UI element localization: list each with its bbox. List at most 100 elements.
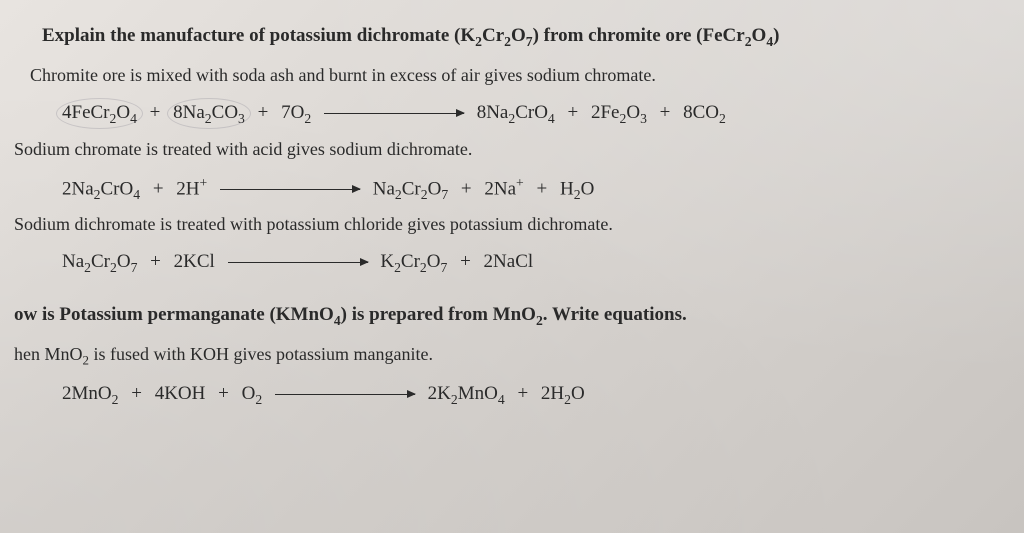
q1-eq2: 2Na2CrO4 + 2H+ Na2Cr2O7 + 2Na+ + H2O bbox=[14, 173, 1010, 206]
sub: 2 bbox=[395, 187, 402, 202]
sup: + bbox=[200, 175, 208, 190]
q1-step3-text: Sodium dichromate is treated with potass… bbox=[14, 211, 1010, 238]
q1-eq1: 4FeCr2O4 + 8Na2CO3 + 7O2 8Na2CrO4 + 2Fe2… bbox=[14, 99, 1010, 129]
t: 8Na bbox=[173, 102, 205, 123]
reagent: 8Na2CO3 bbox=[173, 102, 245, 123]
t: Cr bbox=[401, 251, 420, 272]
t: hen MnO bbox=[14, 344, 83, 364]
sub: 2 bbox=[421, 187, 428, 202]
arrow-icon bbox=[220, 189, 360, 190]
text: Chromite ore is mixed with soda ash and … bbox=[30, 65, 656, 85]
sub: 7 bbox=[526, 34, 533, 49]
sub: 2 bbox=[420, 260, 427, 275]
t: 4KOH bbox=[155, 383, 206, 404]
sub: 3 bbox=[238, 111, 245, 126]
plus: + bbox=[517, 383, 528, 404]
t: 2H bbox=[176, 178, 199, 199]
sub: 2 bbox=[719, 111, 726, 126]
q1-title-b: ) from chromite ore (FeCr bbox=[533, 25, 745, 46]
plus: + bbox=[568, 102, 579, 123]
q2-step1-text: hen MnO2 is fused with KOH gives potassi… bbox=[14, 341, 1010, 370]
t: is fused with KOH gives potassium mangan… bbox=[89, 344, 433, 364]
t: 2KCl bbox=[174, 251, 215, 272]
t: O bbox=[116, 102, 130, 123]
q1-step2-text: Sodium chromate is treated with acid giv… bbox=[14, 136, 1010, 163]
sub: 4 bbox=[334, 312, 341, 327]
plus: + bbox=[150, 102, 161, 123]
sub: 7 bbox=[440, 260, 447, 275]
q2-heading: ow is Potassium permanganate (KMnO4) is … bbox=[14, 301, 1010, 331]
sub: 4 bbox=[133, 187, 140, 202]
sub: 4 bbox=[548, 111, 555, 126]
sub: 2 bbox=[394, 260, 401, 275]
plus: + bbox=[258, 102, 269, 123]
t: CrO bbox=[515, 102, 548, 123]
q1-heading: Explain the manufacture of potassium dic… bbox=[14, 22, 1010, 52]
plus: + bbox=[460, 251, 471, 272]
sub: 2 bbox=[574, 187, 581, 202]
plus: + bbox=[461, 178, 472, 199]
t: 2MnO bbox=[62, 383, 112, 404]
t: K bbox=[380, 251, 394, 272]
sub: 7 bbox=[441, 187, 448, 202]
t: 2Na bbox=[62, 178, 94, 199]
sub: 7 bbox=[131, 260, 138, 275]
t: O bbox=[428, 178, 442, 199]
t: O bbox=[752, 25, 767, 46]
t: ) is prepared from MnO bbox=[341, 304, 536, 325]
sub: 2 bbox=[112, 392, 119, 407]
t: 4FeCr bbox=[62, 102, 110, 123]
q2-eq1: 2MnO2 + 4KOH + O2 2K2MnO4 + 2H2O bbox=[14, 380, 1010, 410]
t: O bbox=[626, 102, 640, 123]
plus: + bbox=[150, 251, 161, 272]
t: 2H bbox=[541, 383, 564, 404]
text: Sodium chromate is treated with acid giv… bbox=[14, 139, 472, 159]
sub: 4 bbox=[498, 392, 505, 407]
plus: + bbox=[537, 178, 548, 199]
sub: 2 bbox=[451, 392, 458, 407]
t: ow is Potassium permanganate (KMnO bbox=[14, 304, 334, 325]
t: 7O bbox=[281, 102, 304, 123]
text: Sodium dichromate is treated with potass… bbox=[14, 214, 613, 234]
t: 2K bbox=[428, 383, 451, 404]
t: Na bbox=[62, 251, 84, 272]
t: O bbox=[571, 383, 585, 404]
sub: 2 bbox=[504, 34, 511, 49]
plus: + bbox=[660, 102, 671, 123]
t: Cr bbox=[482, 25, 504, 46]
q1-title-a: Explain the manufacture of potassium dic… bbox=[42, 25, 475, 46]
t: O bbox=[242, 383, 256, 404]
t: CO bbox=[212, 102, 238, 123]
t: 2Fe bbox=[591, 102, 620, 123]
sub: 2 bbox=[564, 392, 571, 407]
t: MnO bbox=[458, 383, 498, 404]
t: . Write equations. bbox=[543, 304, 687, 325]
t: 8Na bbox=[477, 102, 509, 123]
sub: 2 bbox=[94, 187, 101, 202]
arrow-icon bbox=[228, 262, 368, 263]
plus: + bbox=[153, 178, 164, 199]
sub: 2 bbox=[745, 34, 752, 49]
plus: + bbox=[131, 383, 142, 404]
q1-eq3: Na2Cr2O7 + 2KCl K2Cr2O7 + 2NaCl bbox=[14, 248, 1010, 278]
plus: + bbox=[218, 383, 229, 404]
sub: 2 bbox=[255, 392, 262, 407]
t: O bbox=[511, 25, 526, 46]
reagent: 4FeCr2O4 bbox=[62, 102, 137, 123]
sub: 2 bbox=[205, 111, 212, 126]
sup: + bbox=[516, 175, 524, 190]
t: Cr bbox=[91, 251, 110, 272]
sub: 4 bbox=[130, 111, 137, 126]
sub: 2 bbox=[475, 34, 482, 49]
arrow-icon bbox=[275, 394, 415, 395]
t: O bbox=[117, 251, 131, 272]
t: 8CO bbox=[683, 102, 719, 123]
q1-title-c: ) bbox=[773, 25, 779, 46]
t: 2NaCl bbox=[484, 251, 534, 272]
sub: 3 bbox=[640, 111, 647, 126]
t: Cr bbox=[402, 178, 421, 199]
arrow-icon bbox=[324, 113, 464, 114]
t: CrO bbox=[101, 178, 134, 199]
sub: 2 bbox=[304, 111, 311, 126]
t: 2Na bbox=[484, 178, 516, 199]
